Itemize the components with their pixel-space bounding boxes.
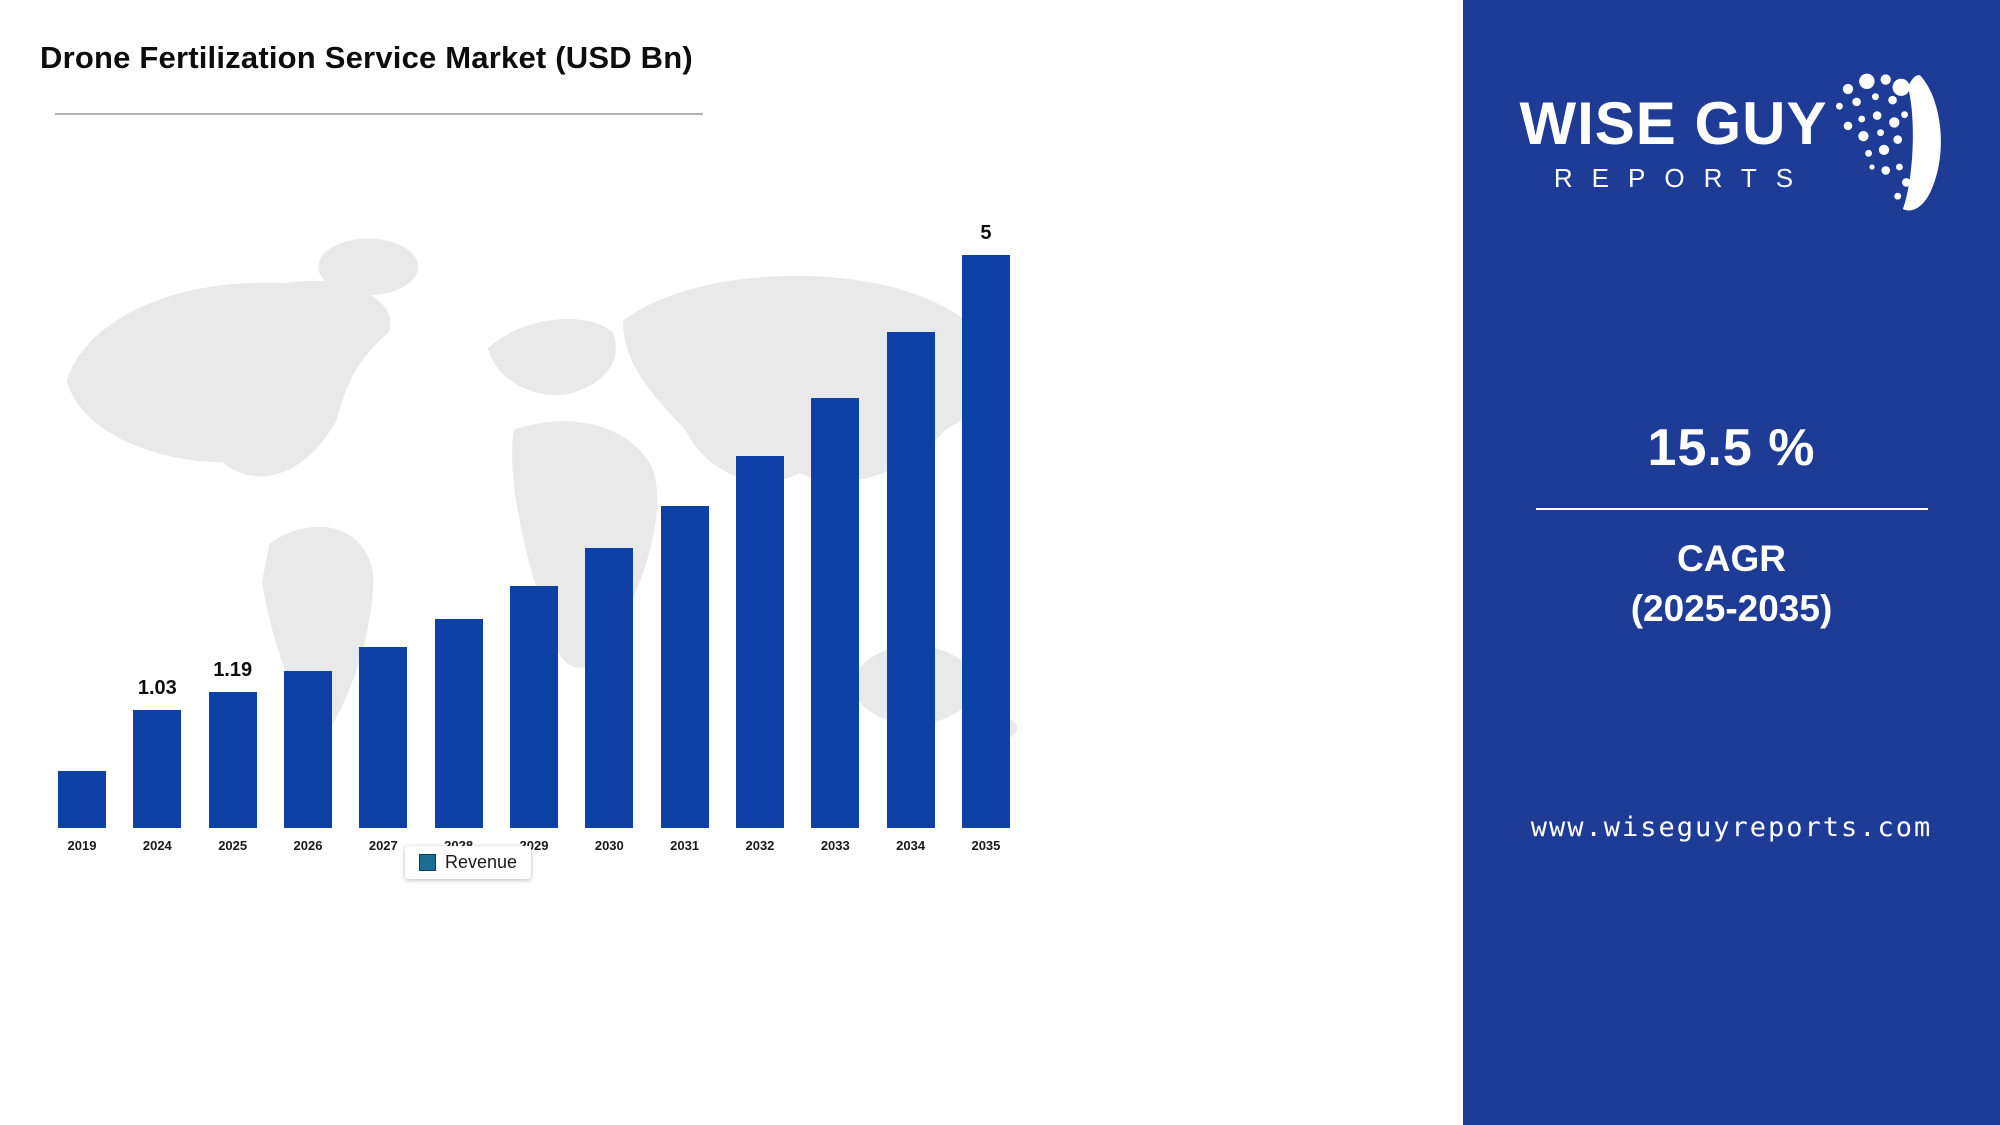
revenue-bar — [886, 331, 935, 828]
brand-panel: WISE GUY REPORTS 15.5 % — [1463, 0, 2000, 1125]
x-axis-label: 2035 — [971, 838, 1001, 853]
x-axis-label: 2026 — [293, 838, 323, 853]
cagr-value: 15.5 % — [1647, 419, 1816, 477]
bar-group-2032: 2032 — [735, 215, 784, 853]
revenue-bar — [735, 455, 784, 828]
title-underline — [55, 113, 703, 115]
revenue-bar — [58, 770, 106, 828]
cagr-block: 15.5 % CAGR (2025-2035) — [1463, 418, 2000, 630]
legend-swatch-icon — [419, 854, 436, 871]
bar-group-2029: 2029 — [509, 215, 558, 853]
bar-group-2034: 2034 — [886, 215, 935, 853]
x-axis-label: 2019 — [67, 838, 97, 853]
x-axis-label: 2027 — [368, 838, 398, 853]
revenue-bar — [509, 586, 558, 828]
revenue-bar — [961, 255, 1010, 828]
bar-chart: 2019 1.03 2024 1.19 2025 2026 2027 2028 2029 2030… — [58, 215, 1010, 853]
bar-group-2019: 2019 — [58, 215, 106, 853]
x-axis-label: 2034 — [896, 838, 926, 853]
bar-group-2027: 2027 — [359, 215, 408, 853]
cagr-divider — [1535, 508, 1928, 510]
brand-logo-text: WISE GUY REPORTS — [1519, 92, 1827, 194]
x-axis-label: 2031 — [670, 838, 700, 853]
bar-group-2028: 2028 — [434, 215, 483, 853]
cagr-label: CAGR — [1677, 538, 1786, 579]
revenue-bar — [283, 671, 332, 828]
cagr-period: (2025-2035) — [1630, 588, 1833, 629]
revenue-bar — [208, 691, 257, 828]
x-axis-label: 2033 — [820, 838, 850, 853]
website-url: www.wiseguyreports.com — [1530, 812, 1933, 843]
bar-group-2031: 2031 — [660, 215, 709, 853]
brand-name: WISE GUY — [1519, 90, 1828, 157]
revenue-bar — [359, 646, 408, 828]
bar-group-2026: 2026 — [283, 215, 332, 853]
bar-value-label: 5 — [980, 222, 992, 245]
revenue-bar — [133, 709, 182, 828]
legend-label: Revenue — [445, 852, 518, 872]
bar-group-2025: 1.19 2025 — [208, 215, 257, 853]
revenue-bar — [585, 548, 634, 828]
bar-group-2030: 2030 — [585, 215, 634, 853]
x-axis-label: 2032 — [745, 838, 775, 853]
page-title: Drone Fertilization Service Market (USD … — [40, 40, 693, 75]
x-axis-label: 2025 — [218, 838, 248, 853]
bar-value-label: 1.03 — [137, 676, 177, 699]
revenue-bar — [660, 506, 709, 828]
x-axis-label: 2024 — [142, 838, 172, 853]
bar-group-2035: 5 2035 — [961, 215, 1010, 853]
x-axis-label: 2030 — [594, 838, 624, 853]
chart-legend: Revenue — [405, 846, 532, 879]
dotted-head-logo-icon — [1835, 73, 1941, 211]
brand-logo: WISE GUY REPORTS — [1463, 68, 2000, 218]
bar-value-label: 1.19 — [213, 658, 253, 681]
bar-group-2033: 2033 — [811, 215, 860, 853]
revenue-bar — [811, 398, 860, 828]
brand-subname: REPORTS — [1553, 163, 1813, 193]
revenue-bar — [434, 619, 483, 828]
bar-group-2024: 1.03 2024 — [133, 215, 182, 853]
